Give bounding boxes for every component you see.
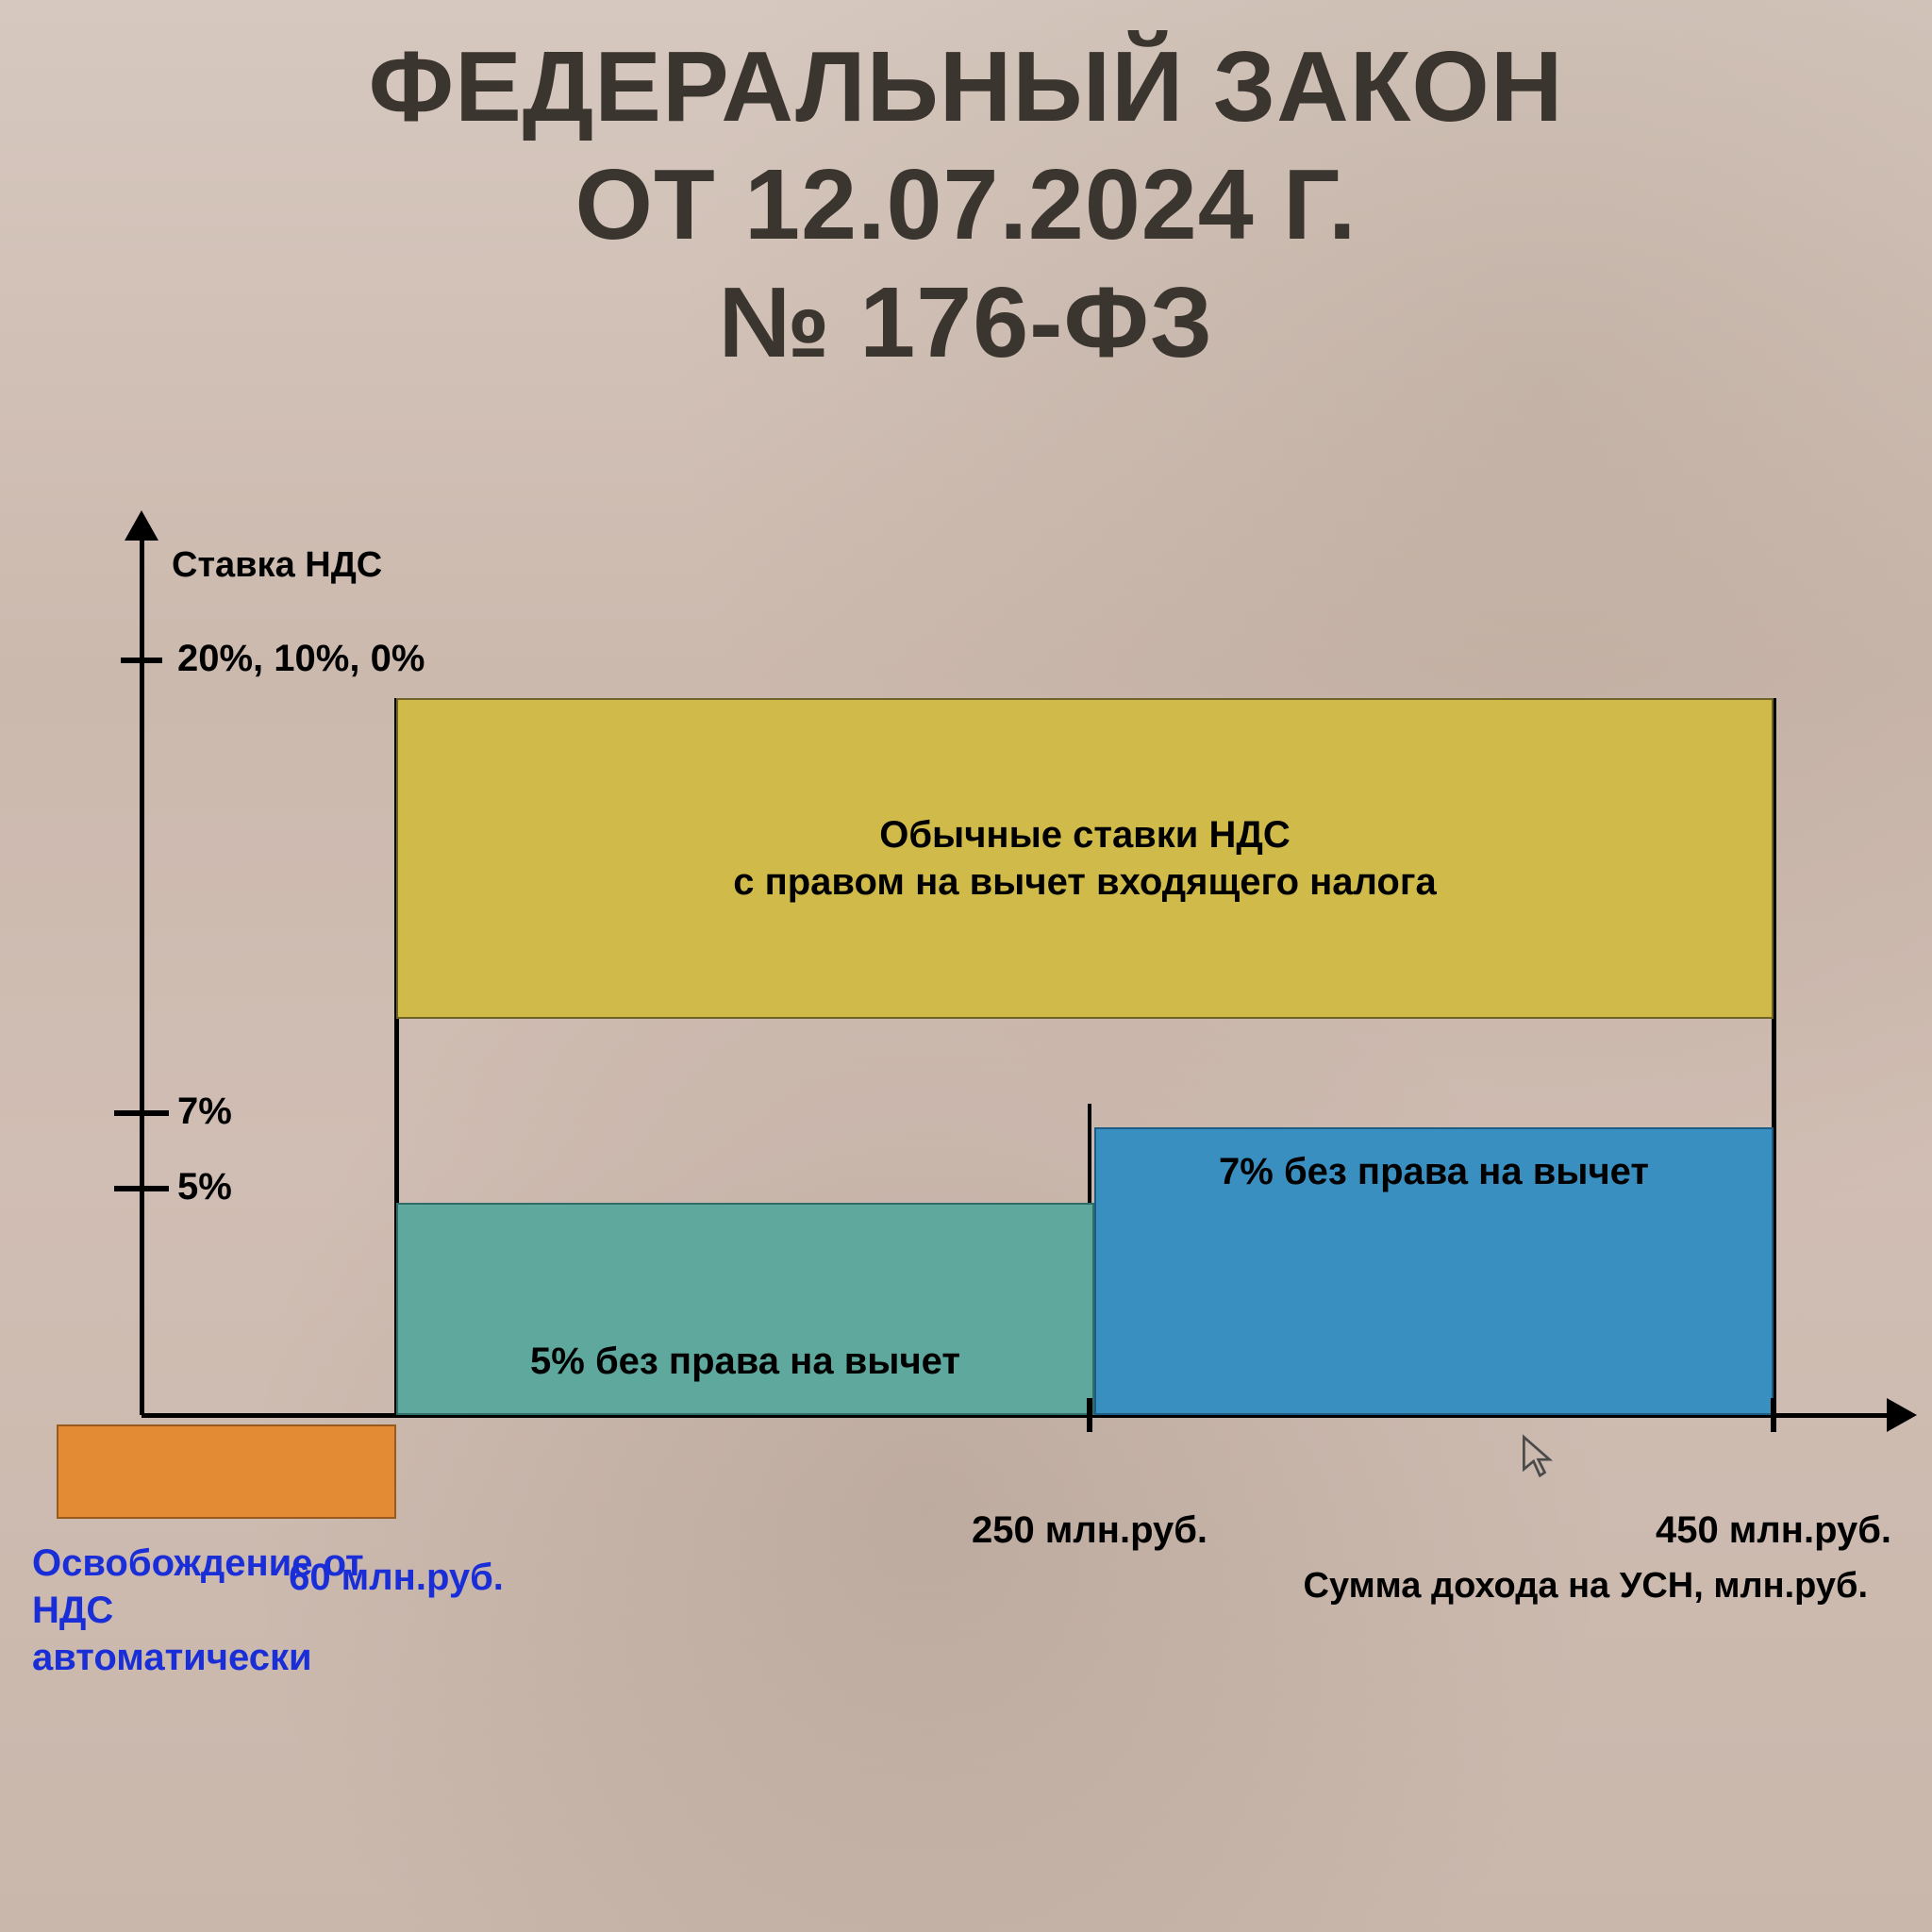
y-tick-label: 20%, 10%, 0% — [177, 638, 425, 680]
chart-block-five: 5% без права на вычет — [396, 1203, 1094, 1415]
y-tick — [114, 1186, 169, 1191]
chart-block-label-ordinary: Обычные ставки НДСс правом на вычет вход… — [398, 811, 1772, 906]
x-tick — [1771, 1398, 1776, 1432]
y-axis — [140, 538, 144, 1415]
chart-block-label-seven: 7% без права на вычет — [1096, 1148, 1772, 1195]
vat-rates-chart: Ставка НДС Сумма дохода на УСН, млн.руб. 2… — [0, 0, 1932, 1932]
chart-block-label-five: 5% без права на вычет — [398, 1338, 1092, 1385]
x-axis-title: Сумма дохода на УСН, млн.руб. — [1304, 1566, 1869, 1607]
x-axis-arrow-icon — [1887, 1398, 1917, 1432]
x-tick-label: 450 млн.руб. — [1656, 1509, 1891, 1552]
y-tick — [114, 1110, 169, 1116]
x-tick-label: 250 млн.руб. — [972, 1509, 1208, 1552]
chart-block-seven: 7% без права на вычет — [1094, 1127, 1774, 1415]
y-axis-arrow-icon — [125, 510, 158, 541]
y-tick — [121, 658, 162, 663]
chart-block-ordinary: Обычные ставки НДСс правом на вычет вход… — [396, 698, 1774, 1019]
y-tick-label: 5% — [177, 1166, 232, 1208]
mouse-cursor-icon — [1521, 1434, 1553, 1479]
x-tick — [1087, 1398, 1092, 1432]
y-tick-label: 7% — [177, 1091, 232, 1133]
y-axis-title: Ставка НДС — [172, 545, 382, 586]
exempt-label: Освобождение отНДСавтоматически — [32, 1540, 364, 1681]
chart-block-exempt — [57, 1424, 396, 1519]
